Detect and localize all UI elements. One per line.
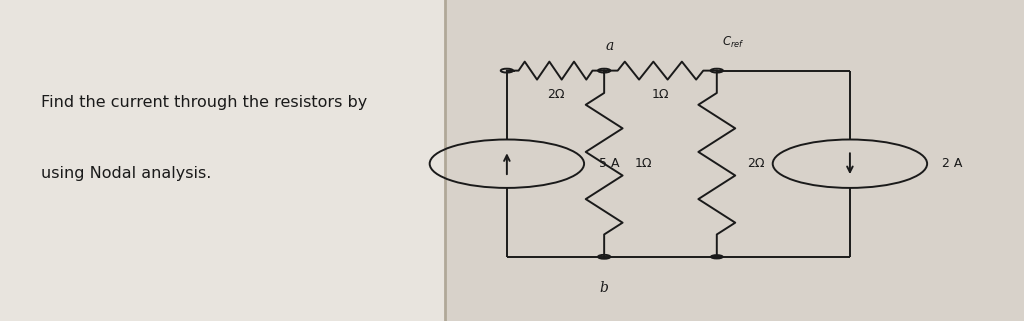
Text: 1Ω: 1Ω <box>635 157 652 170</box>
Text: using Nodal analysis.: using Nodal analysis. <box>41 166 211 181</box>
Text: 2Ω: 2Ω <box>748 157 765 170</box>
Text: 2 A: 2 A <box>942 157 963 170</box>
Text: 5 A: 5 A <box>599 157 620 170</box>
Text: Find the current through the resistors by: Find the current through the resistors b… <box>41 95 368 110</box>
Bar <box>0 0 445 321</box>
Text: $C_{ref}$: $C_{ref}$ <box>722 35 744 50</box>
Text: 2Ω: 2Ω <box>547 88 564 101</box>
Text: a: a <box>605 39 613 53</box>
Text: b: b <box>600 281 608 295</box>
Circle shape <box>711 255 723 259</box>
Text: 1Ω: 1Ω <box>651 88 670 101</box>
